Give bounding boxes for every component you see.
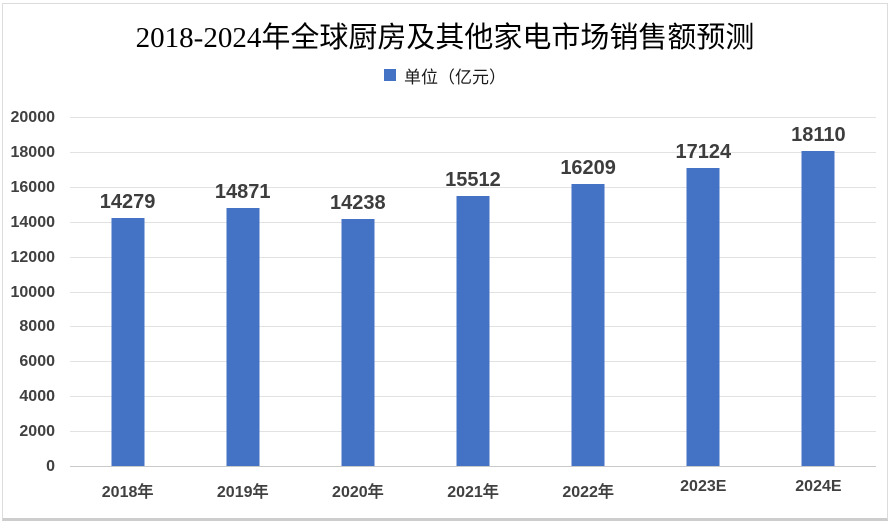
bar bbox=[341, 218, 375, 467]
legend: 单位（亿元） bbox=[0, 66, 890, 87]
bar bbox=[456, 196, 490, 467]
bar bbox=[571, 184, 605, 467]
plot-columns: 14279 14871 14238 15512 16209 17124 18110 bbox=[70, 118, 876, 467]
x-tick-label: 2022年 bbox=[562, 484, 614, 501]
y-tick-label: 18000 bbox=[10, 143, 56, 161]
gridline bbox=[70, 151, 876, 153]
legend-label: 单位（亿元） bbox=[404, 67, 506, 87]
bar-column: 17124 bbox=[646, 118, 761, 467]
y-tick-label: 20000 bbox=[10, 109, 56, 126]
x-tick-label: 2021年 bbox=[447, 484, 499, 501]
bar bbox=[686, 168, 720, 467]
y-tick-label: 6000 bbox=[19, 353, 55, 371]
bar-value-label: 17124 bbox=[675, 141, 732, 164]
y-tick-label: 14000 bbox=[10, 213, 56, 231]
bar-column: 18110 bbox=[761, 118, 876, 467]
gridline bbox=[70, 186, 876, 188]
y-tick-label: 10000 bbox=[10, 283, 56, 301]
bar bbox=[801, 150, 835, 467]
y-tick-label: 12000 bbox=[10, 248, 56, 266]
bar bbox=[111, 217, 145, 467]
x-axis-line bbox=[70, 466, 876, 467]
y-tick-label: 16000 bbox=[10, 178, 56, 196]
bar-column: 14238 bbox=[300, 118, 415, 467]
bar-value-label: 14871 bbox=[214, 180, 271, 203]
bar-value-label: 14279 bbox=[99, 190, 156, 213]
gridline bbox=[70, 117, 876, 118]
bar-value-label: 18110 bbox=[791, 123, 846, 146]
x-tick-label: 2018年 bbox=[101, 484, 154, 501]
chart-title: 2018-2024年全球厨房及其他家电市场销售额预测 bbox=[135, 22, 755, 54]
bar-value-label: 15512 bbox=[445, 169, 501, 192]
x-tick-label: 2024E bbox=[795, 478, 842, 495]
x-tick-label: 2020年 bbox=[332, 484, 384, 501]
bar-value-label: 16209 bbox=[560, 157, 616, 180]
bar bbox=[226, 207, 260, 467]
y-tick-label: 2000 bbox=[19, 423, 55, 441]
x-axis-labels: 2018年 2019年 2020年 2021年 2022年 2023E 2024E bbox=[70, 478, 876, 502]
legend-swatch-icon bbox=[384, 69, 396, 81]
bar-column: 14279 bbox=[70, 118, 185, 467]
bar-value-label: 14238 bbox=[330, 191, 386, 214]
plot-area: 0 2000 4000 6000 8000 10000 12000 14000 16000 180… bbox=[11, 110, 876, 501]
y-tick-label: 8000 bbox=[19, 318, 55, 336]
bar-column: 15512 bbox=[415, 118, 530, 467]
x-tick-label: 2023E bbox=[680, 478, 727, 495]
bar-column: 16209 bbox=[531, 118, 646, 467]
bar-column: 14871 bbox=[185, 118, 300, 467]
y-tick-label: 0 bbox=[46, 458, 55, 475]
x-tick-label: 2019年 bbox=[216, 484, 269, 501]
y-tick-label: 4000 bbox=[19, 388, 55, 406]
